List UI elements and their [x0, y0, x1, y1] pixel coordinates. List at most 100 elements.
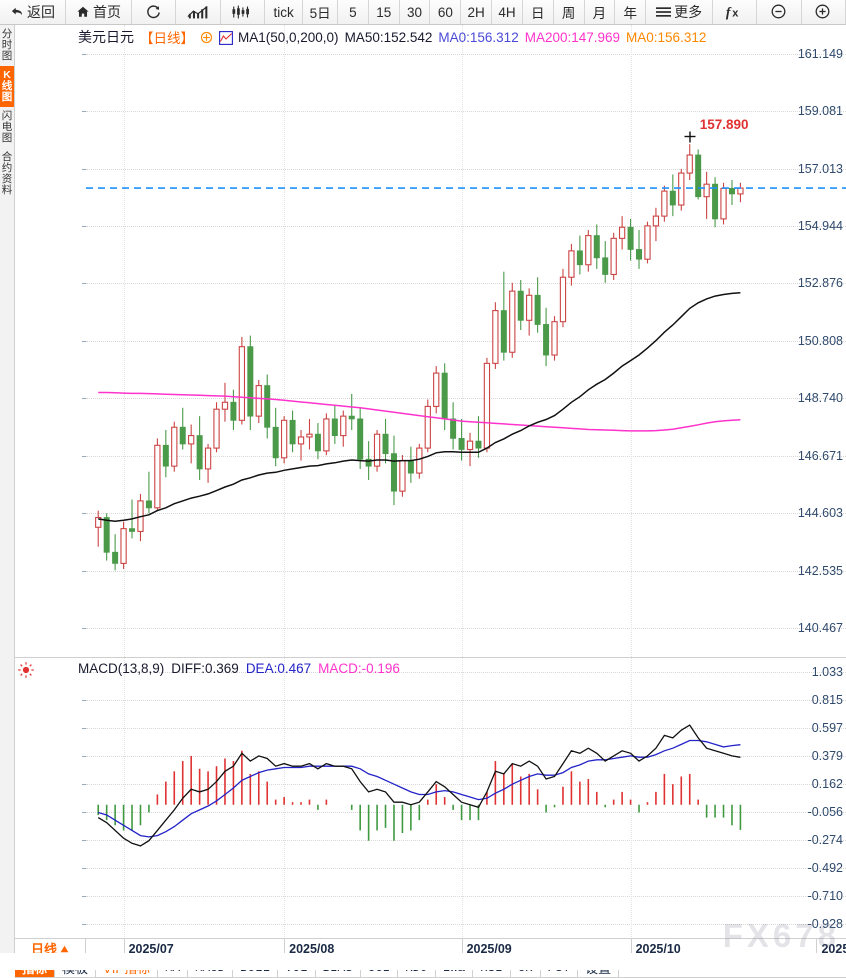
fx-icon: f x [724, 4, 746, 20]
period-30m[interactable]: 30 [399, 0, 431, 24]
sidebar-item-kline-label: K线图 [1, 69, 13, 103]
formula-button[interactable]: f x [713, 0, 758, 24]
price-plot[interactable]: 157.890 [86, 25, 846, 657]
period-60m[interactable]: 60 [430, 0, 462, 24]
refresh-icon [145, 4, 162, 21]
zoom-in-icon [814, 3, 832, 21]
price-axis-label: 144.603 [797, 506, 843, 521]
back-arrow-icon [10, 5, 24, 19]
period-5m[interactable]: 5 [338, 0, 369, 24]
macd-gridline [86, 923, 846, 925]
svg-text:x: x [732, 8, 739, 20]
chart-type-button[interactable] [176, 0, 221, 24]
hamburger-icon [656, 6, 672, 18]
ma0-blue-value: MA0:156.312 [438, 29, 519, 45]
brightness-icon[interactable] [17, 661, 35, 679]
macd-diff-value: DIFF:0.369 [171, 661, 239, 676]
more-menu-label: 更多 [674, 4, 703, 20]
macd-month-divider [461, 658, 463, 939]
price-gridline [86, 398, 846, 400]
time-axis-label: 2025/10 [630, 939, 681, 958]
candlestick-button[interactable] [220, 0, 265, 24]
period-5d-label: 5日 [309, 6, 331, 21]
macd-gridline [86, 867, 846, 869]
bottom-blank-strip [0, 953, 846, 970]
back-button[interactable]: 返回 [0, 0, 66, 24]
period-month[interactable]: 月 [584, 0, 616, 24]
price-axis-label: 157.013 [797, 161, 843, 176]
sidebar-item-contract-info-label: 合约资料 [1, 151, 13, 196]
ma0-orange-value: MA0:156.312 [626, 29, 707, 45]
period-week[interactable]: 周 [553, 0, 585, 24]
macd-axis-tick [82, 811, 86, 813]
price-panel[interactable]: 美元日元 【日线】 MA1(50,0,200,0) MA50: [15, 25, 846, 657]
macd-axis-label: 0.379 [811, 749, 843, 764]
price-axis-tick [82, 226, 86, 228]
price-axis-tick [82, 53, 86, 55]
period-15m[interactable]: 15 [368, 0, 400, 24]
macd-series-svg [97, 724, 742, 847]
zoom-out-button[interactable] [757, 0, 802, 24]
price-gridline [86, 53, 846, 55]
macd-dea-value: DEA:0.467 [245, 661, 312, 676]
zoom-in-button[interactable] [801, 0, 846, 24]
price-month-divider [630, 25, 632, 657]
home-button[interactable]: 首页 [66, 0, 132, 24]
period-5d[interactable]: 5日 [303, 0, 339, 24]
period-week-label: 周 [561, 6, 576, 21]
period-month-label: 月 [592, 6, 607, 21]
macd-axis-label: 0.162 [811, 776, 843, 791]
price-axis-label: 152.876 [797, 276, 843, 291]
period-5m-label: 5 [349, 4, 357, 20]
price-axis-tick [82, 398, 86, 400]
price-axis-tick [82, 455, 86, 457]
macd-gridline [86, 700, 846, 702]
macd-month-divider [630, 658, 632, 939]
chart-area[interactable]: 美元日元 【日线】 MA1(50,0,200,0) MA50: [15, 25, 846, 978]
period-4h[interactable]: 4H [492, 0, 523, 24]
ma50-value: MA50:152.542 [344, 29, 433, 45]
price-axis-tick [82, 168, 86, 170]
refresh-button[interactable] [132, 0, 177, 24]
macd-title: MACD(13,8,9) [78, 661, 165, 676]
sidebar-item-contract-info[interactable]: 合约资料 [0, 148, 14, 200]
price-axis-label: 148.740 [797, 391, 843, 406]
price-axis-label: 150.808 [797, 333, 843, 348]
price-axis-tick [82, 111, 86, 113]
period-2h[interactable]: 2H [461, 0, 493, 24]
macd-gridline [86, 783, 846, 785]
period-day-label: 日 [531, 6, 545, 21]
more-menu-button[interactable]: 更多 [646, 0, 714, 24]
macd-axis-tick [82, 700, 86, 702]
macd-axis-label: 1.033 [811, 665, 843, 679]
price-gridline [86, 513, 846, 515]
period-tag: 【日线】 [140, 31, 194, 46]
peak-price-label: 157.890 [699, 117, 749, 133]
period-30m-label: 30 [407, 4, 423, 20]
period-day[interactable]: 日 [522, 0, 554, 24]
macd-axis-label: -0.492 [807, 860, 843, 875]
price-gridline [86, 455, 846, 457]
period-year[interactable]: 年 [615, 0, 647, 24]
symbol-name: 美元日元 [78, 29, 134, 45]
macd-plot[interactable] [86, 658, 846, 939]
sidebar-item-lightning[interactable]: 闪电图 [0, 107, 14, 148]
price-month-divider [284, 25, 286, 657]
sidebar-item-kline[interactable]: K线图 [0, 66, 14, 107]
period-60m-label: 60 [437, 4, 453, 20]
macd-gridline [86, 895, 846, 897]
price-gridline [86, 340, 846, 342]
price-axis-tick [82, 628, 86, 630]
macd-hist-value: MACD:-0.196 [318, 661, 400, 676]
macd-axis-label: 0.597 [811, 721, 843, 736]
top-toolbar: 返回 首页 [0, 0, 846, 25]
minus-circle-icon[interactable] [200, 31, 213, 44]
macd-panel[interactable]: MACD(13,8,9) DIFF:0.369 DEA:0.467 MACD:-… [15, 657, 846, 939]
period-tick[interactable]: tick [264, 0, 304, 24]
macd-axis-label: -0.710 [807, 888, 843, 903]
sidebar-item-timeline[interactable]: 分时图 [0, 25, 14, 66]
ma-indicator-icon[interactable] [219, 30, 233, 45]
macd-gridline [86, 672, 846, 673]
macd-axis-label: -0.928 [807, 916, 843, 931]
dea-line [98, 739, 741, 838]
